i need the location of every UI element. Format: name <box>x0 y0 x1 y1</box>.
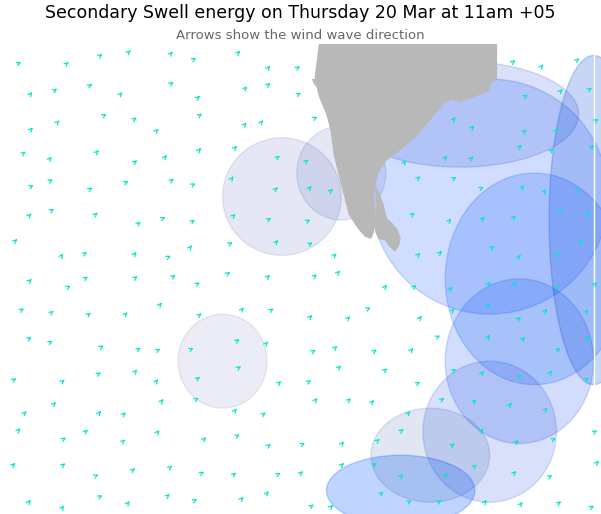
Ellipse shape <box>549 56 601 384</box>
Ellipse shape <box>445 173 601 384</box>
Ellipse shape <box>445 279 594 444</box>
Polygon shape <box>314 44 497 240</box>
Text: Secondary Swell energy on Thursday 20 Mar at 11am +05: Secondary Swell energy on Thursday 20 Ma… <box>45 4 556 22</box>
Ellipse shape <box>297 126 386 220</box>
Ellipse shape <box>222 138 341 255</box>
Polygon shape <box>376 185 389 240</box>
Ellipse shape <box>341 61 579 167</box>
Ellipse shape <box>371 408 490 502</box>
Ellipse shape <box>371 79 601 314</box>
Ellipse shape <box>178 314 267 408</box>
Text: Arrows show the wind wave direction: Arrows show the wind wave direction <box>176 29 425 42</box>
Polygon shape <box>368 218 401 252</box>
Polygon shape <box>312 79 376 239</box>
Ellipse shape <box>326 455 475 514</box>
Ellipse shape <box>423 361 557 502</box>
Polygon shape <box>314 44 497 102</box>
